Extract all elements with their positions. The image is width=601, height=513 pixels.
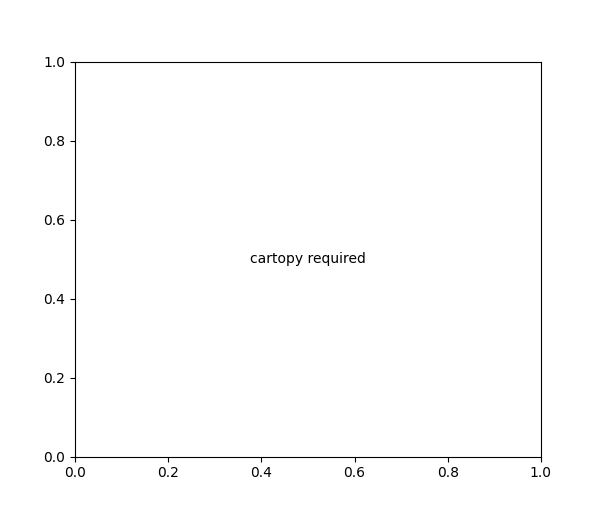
Text: cartopy required: cartopy required [250, 252, 366, 266]
